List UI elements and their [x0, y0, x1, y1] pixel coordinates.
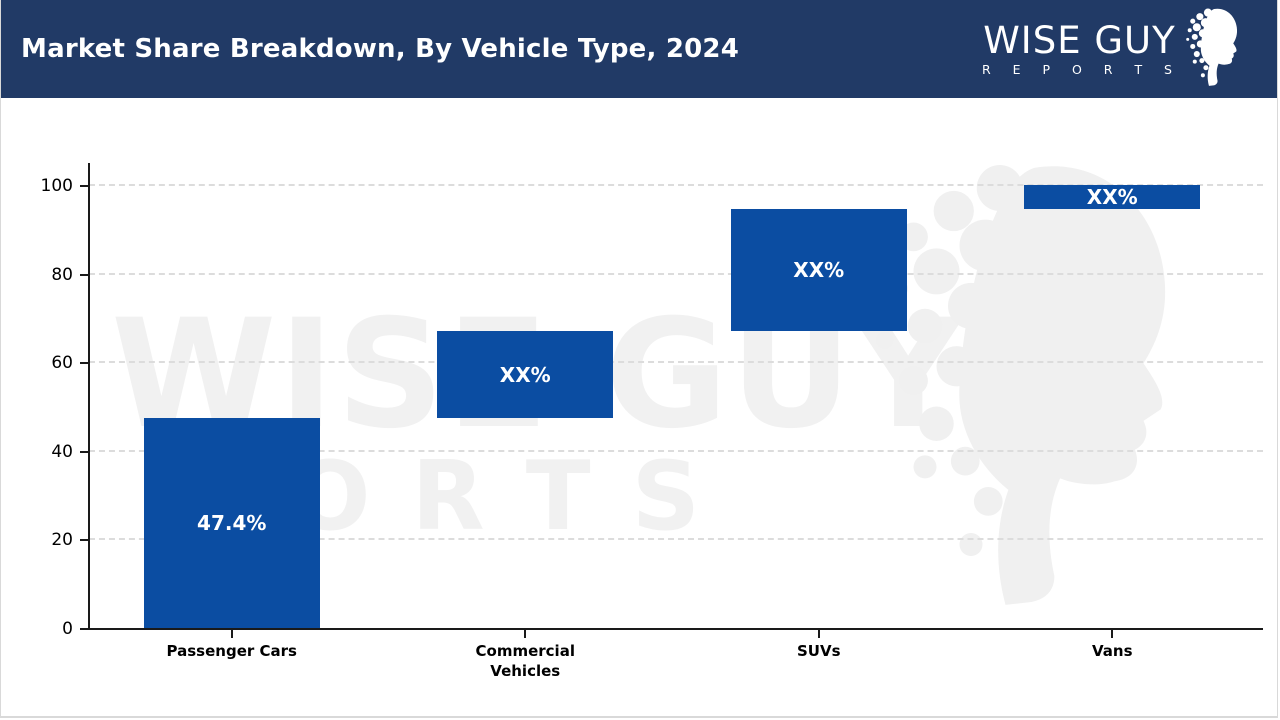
y-tick-label-20: 20 [51, 530, 73, 551]
x-tick-1 [230, 630, 233, 638]
y-tick-0 [80, 628, 88, 630]
logo-wordmark: WISE GUY [983, 18, 1176, 62]
header-band: Market Share Breakdown, By Vehicle Type,… [1, 0, 1277, 98]
y-tick-60 [80, 362, 88, 365]
x-tick-4 [1111, 630, 1114, 638]
y-tick-label-40: 40 [51, 441, 73, 462]
bar-value-label: XX% [1086, 185, 1138, 210]
x-axis-line [88, 628, 1263, 630]
gridline-20 [89, 538, 1263, 541]
bar-suvs [730, 209, 907, 332]
y-tick-label-60: 60 [51, 353, 73, 374]
x-category-label: Passenger Cars [166, 642, 297, 660]
x-tick-2 [524, 630, 527, 638]
x-category-label: SUVs [796, 642, 841, 660]
bar-commercial-vehicles [437, 331, 614, 418]
logo-subtext: R E P O R T S [981, 61, 1181, 77]
gridline-60 [89, 361, 1263, 364]
y-tick-100 [80, 185, 88, 187]
y-tick-label-80: 80 [51, 264, 73, 285]
x-tick-3 [817, 630, 820, 638]
y-axis-line [88, 163, 90, 630]
watermark-dotted-head-icon [876, 165, 1166, 605]
y-tick-20 [80, 539, 88, 542]
y-tick-80 [80, 273, 88, 276]
bar-passenger-cars [143, 418, 320, 628]
logo-text: WISE GUY R E P O R T S [978, 22, 1181, 77]
y-tick-label-100: 100 [40, 176, 73, 196]
x-category-label: Vans [1091, 642, 1133, 660]
chart-title: Market Share Breakdown, By Vehicle Type,… [21, 34, 739, 64]
bar-value-label: XX% [499, 362, 551, 387]
bar-value-label: XX% [793, 258, 845, 283]
y-tick-40 [80, 450, 88, 453]
logo-dotted-head-icon [1186, 8, 1238, 86]
x-category-label: Commercial Vehicles [475, 642, 575, 681]
gridline-100 [89, 184, 1263, 186]
gridline-80 [89, 272, 1263, 275]
wise-guy-reports-logo: WISE GUY R E P O R T S [978, 6, 1249, 92]
bar-vans [1024, 185, 1201, 210]
y-tick-label-0: 0 [62, 619, 73, 639]
bar-value-label: 47.4% [197, 511, 267, 535]
gridline-40 [89, 449, 1263, 452]
